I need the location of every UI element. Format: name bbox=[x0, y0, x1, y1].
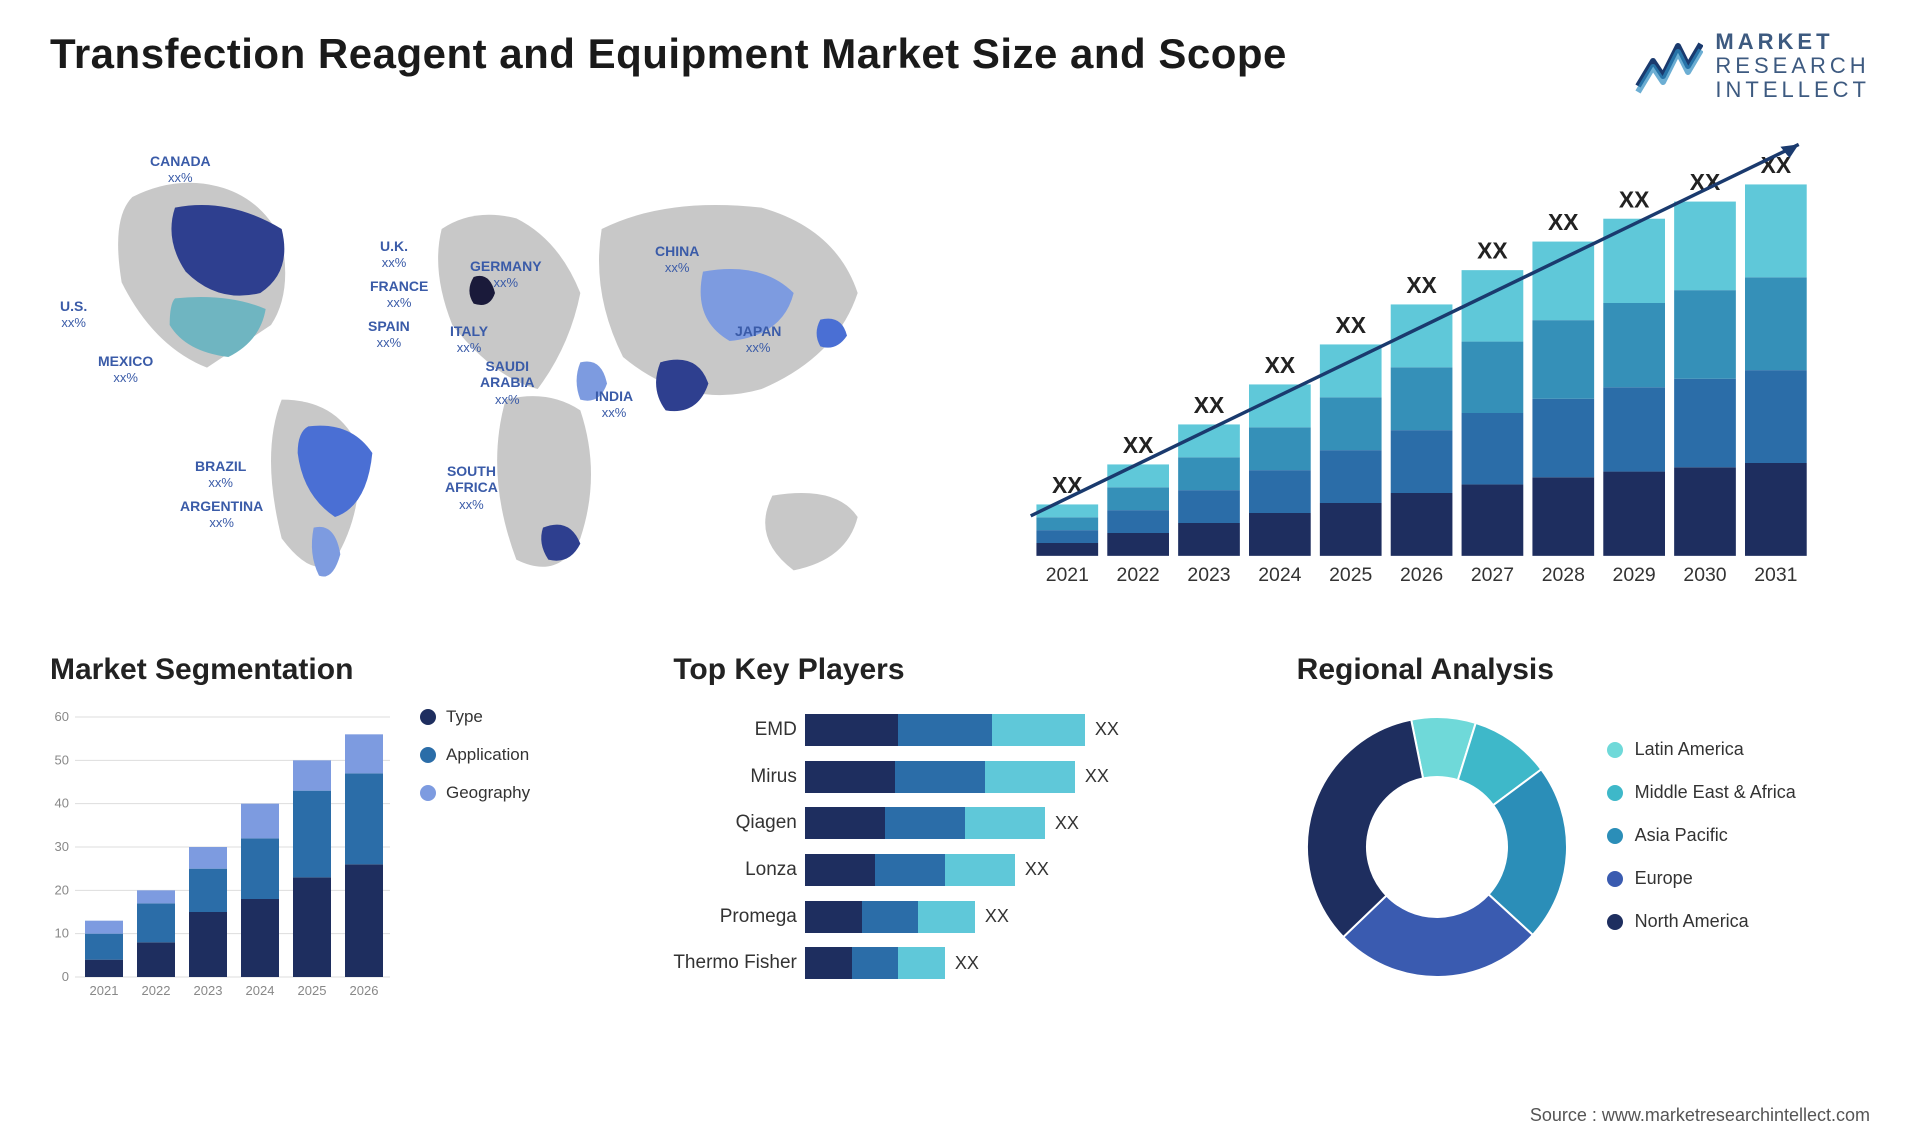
svg-text:2026: 2026 bbox=[1400, 564, 1443, 586]
regional-legend: Latin America Middle East & Africa Asia Pa… bbox=[1607, 739, 1796, 954]
svg-text:2025: 2025 bbox=[1329, 564, 1372, 586]
svg-text:30: 30 bbox=[55, 839, 69, 854]
player-bar-row: XX bbox=[805, 714, 1247, 746]
player-value: XX bbox=[1085, 766, 1109, 787]
svg-text:XX: XX bbox=[1619, 186, 1650, 212]
player-bar-row: XX bbox=[805, 807, 1247, 839]
svg-text:2026: 2026 bbox=[350, 983, 379, 998]
legend-item: Application bbox=[420, 745, 530, 765]
growth-bar-chart: XX 2021 XX 2022 XX 2023 XX 2024 XX 2025 XX 2026 XX 20… bbox=[980, 133, 1870, 613]
svg-text:0: 0 bbox=[62, 969, 69, 984]
svg-text:XX: XX bbox=[1123, 432, 1154, 458]
svg-text:50: 50 bbox=[55, 752, 69, 767]
legend-item: Asia Pacific bbox=[1607, 825, 1796, 846]
regional-panel: Regional Analysis Latin America Middle Ea… bbox=[1297, 653, 1870, 1053]
growth-chart-panel: XX 2021 XX 2022 XX 2023 XX 2024 XX 2025 XX 2026 XX 20… bbox=[980, 133, 1870, 613]
legend-item: Geography bbox=[420, 783, 530, 803]
legend-item: Europe bbox=[1607, 868, 1796, 889]
svg-text:2022: 2022 bbox=[1117, 564, 1160, 586]
segmentation-bar-chart: 0 10 20 30 40 50 60 2021 2022 2023 2024 2025 2026 bbox=[50, 707, 390, 1007]
svg-text:XX: XX bbox=[1194, 392, 1225, 418]
svg-text:2030: 2030 bbox=[1683, 564, 1726, 586]
map-label: SAUDIARABIAxx% bbox=[480, 358, 534, 408]
player-bar-row: XX bbox=[805, 947, 1247, 979]
logo-text: MARKET RESEARCH INTELLECT bbox=[1715, 30, 1870, 103]
map-label: ITALYxx% bbox=[450, 323, 488, 357]
map-label: CHINAxx% bbox=[655, 243, 699, 277]
map-label: GERMANYxx% bbox=[470, 258, 542, 292]
player-label: Promega bbox=[673, 906, 797, 928]
map-label: MEXICOxx% bbox=[98, 353, 153, 387]
player-bars-chart: XX XX XX XX XX XX bbox=[805, 707, 1247, 987]
map-label: ARGENTINAxx% bbox=[180, 498, 263, 532]
map-label: FRANCExx% bbox=[370, 278, 428, 312]
player-value: XX bbox=[1095, 719, 1119, 740]
svg-text:XX: XX bbox=[1477, 237, 1508, 263]
svg-text:2025: 2025 bbox=[298, 983, 327, 998]
map-label: INDIAxx% bbox=[595, 388, 633, 422]
map-label: BRAZILxx% bbox=[195, 458, 246, 492]
svg-text:60: 60 bbox=[55, 709, 69, 724]
svg-text:XX: XX bbox=[1265, 352, 1296, 378]
brand-logo: MARKET RESEARCH INTELLECT bbox=[1633, 30, 1870, 103]
svg-text:2023: 2023 bbox=[1187, 564, 1230, 586]
legend-item: Type bbox=[420, 707, 530, 727]
player-value: XX bbox=[1025, 859, 1049, 880]
player-bar-row: XX bbox=[805, 854, 1247, 886]
player-label: Qiagen bbox=[673, 812, 797, 834]
source-attribution: Source : www.marketresearchintellect.com bbox=[1530, 1105, 1870, 1126]
svg-text:20: 20 bbox=[55, 882, 69, 897]
player-label: EMD bbox=[673, 719, 797, 741]
svg-text:2027: 2027 bbox=[1471, 564, 1514, 586]
svg-text:XX: XX bbox=[1406, 272, 1437, 298]
page-title: Transfection Reagent and Equipment Marke… bbox=[50, 30, 1287, 78]
svg-text:10: 10 bbox=[55, 925, 69, 940]
svg-text:2028: 2028 bbox=[1542, 564, 1585, 586]
svg-text:2031: 2031 bbox=[1754, 564, 1797, 586]
svg-text:40: 40 bbox=[55, 795, 69, 810]
players-panel: Top Key Players EMD Mirus Qiagen Lonza Prome… bbox=[673, 653, 1246, 1053]
player-label: Mirus bbox=[673, 766, 797, 788]
map-label: U.S.xx% bbox=[60, 298, 87, 332]
player-value: XX bbox=[1055, 813, 1079, 834]
legend-item: Middle East & Africa bbox=[1607, 782, 1796, 803]
svg-text:2023: 2023 bbox=[194, 983, 223, 998]
legend-item: North America bbox=[1607, 911, 1796, 932]
players-title: Top Key Players bbox=[673, 653, 1246, 687]
map-label: CANADAxx% bbox=[150, 153, 211, 187]
map-label: SPAINxx% bbox=[368, 318, 410, 352]
logo-icon bbox=[1633, 36, 1703, 96]
regional-donut-chart bbox=[1297, 707, 1577, 987]
map-label: SOUTHAFRICAxx% bbox=[445, 463, 498, 513]
segmentation-legend: Type Application Geography bbox=[420, 707, 530, 1007]
player-value: XX bbox=[955, 953, 979, 974]
segmentation-panel: Market Segmentation 0 10 20 30 40 50 60 2021 202… bbox=[50, 653, 623, 1053]
svg-text:XX: XX bbox=[1335, 312, 1366, 338]
player-label: Lonza bbox=[673, 859, 797, 881]
regional-title: Regional Analysis bbox=[1297, 653, 1870, 687]
world-map-panel: CANADAxx% U.S.xx% MEXICOxx% BRAZILxx% ARGENT… bbox=[50, 133, 940, 613]
player-label: Thermo Fisher bbox=[673, 952, 797, 974]
map-label: JAPANxx% bbox=[735, 323, 781, 357]
svg-text:2022: 2022 bbox=[142, 983, 171, 998]
player-labels: EMD Mirus Qiagen Lonza Promega Thermo Fisher bbox=[673, 707, 797, 987]
player-value: XX bbox=[985, 906, 1009, 927]
svg-text:2021: 2021 bbox=[1046, 564, 1089, 586]
svg-text:XX: XX bbox=[1548, 209, 1579, 235]
player-bar-row: XX bbox=[805, 761, 1247, 793]
svg-text:2021: 2021 bbox=[90, 983, 119, 998]
svg-text:2024: 2024 bbox=[1258, 564, 1301, 586]
map-label: U.K.xx% bbox=[380, 238, 408, 272]
player-bar-row: XX bbox=[805, 901, 1247, 933]
legend-item: Latin America bbox=[1607, 739, 1796, 760]
svg-text:2029: 2029 bbox=[1613, 564, 1656, 586]
svg-text:2024: 2024 bbox=[246, 983, 275, 998]
segmentation-title: Market Segmentation bbox=[50, 653, 623, 687]
